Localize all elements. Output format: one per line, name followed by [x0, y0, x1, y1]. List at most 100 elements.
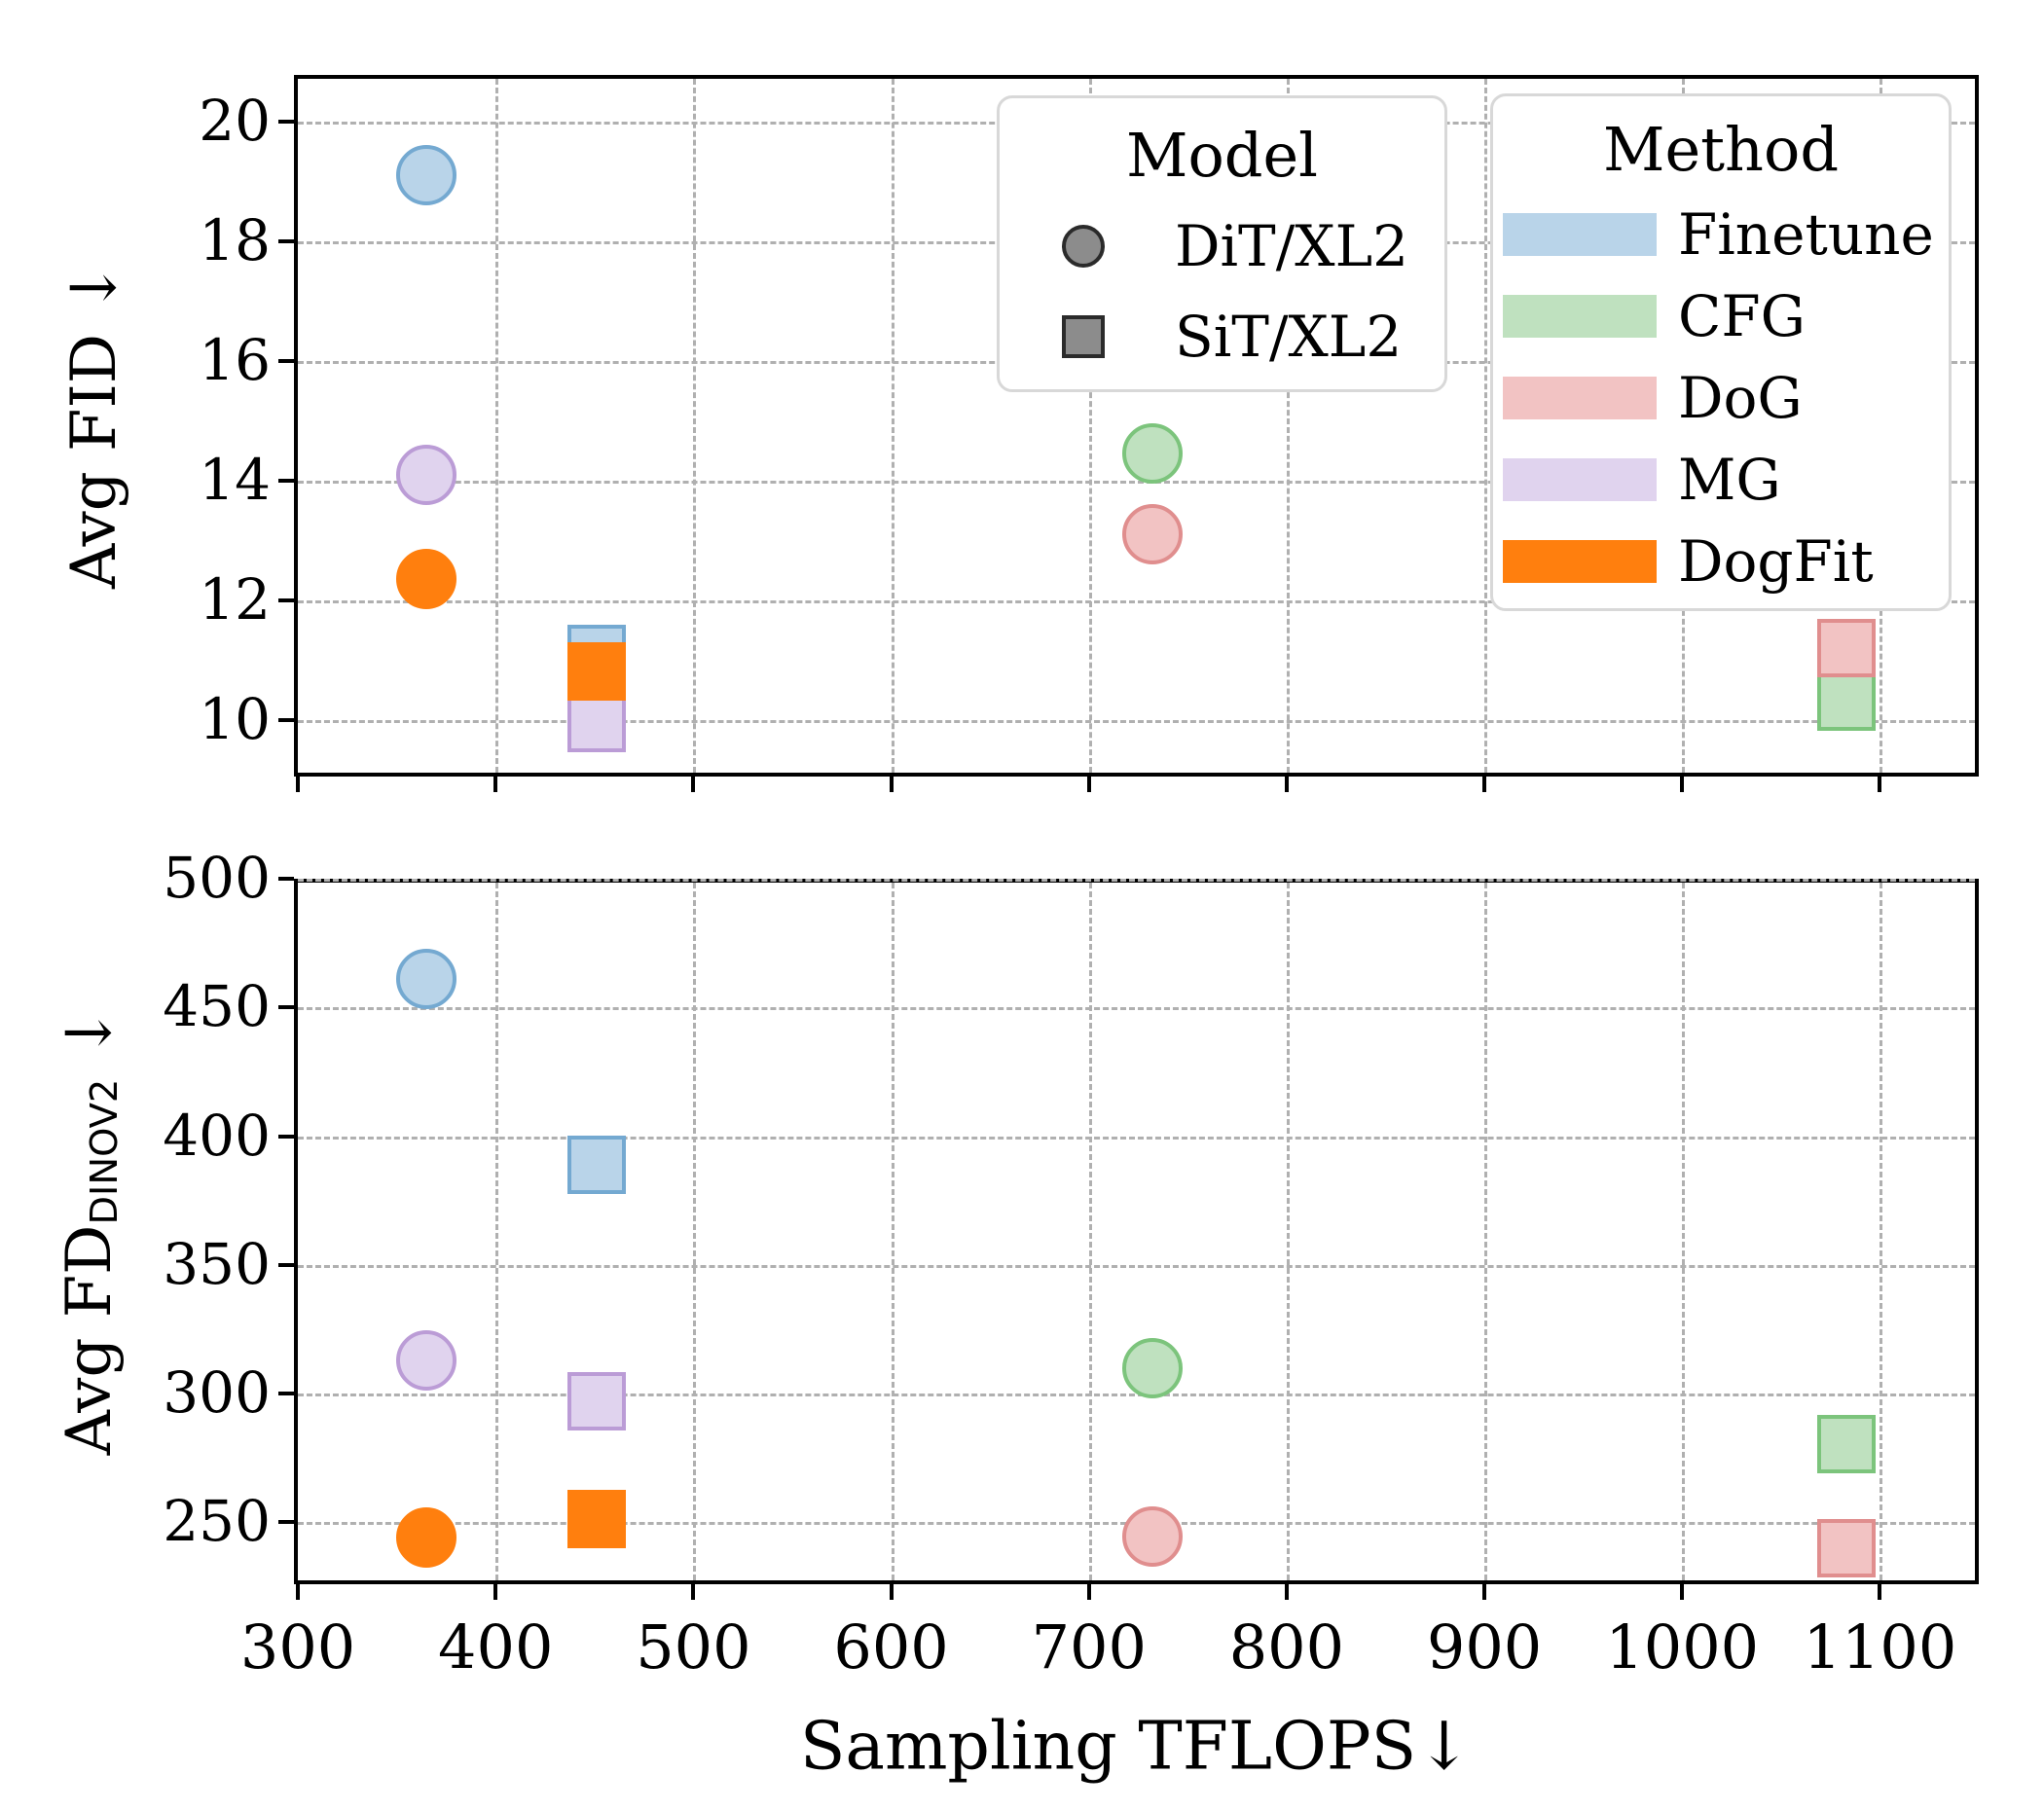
x-tick-label-1000: 1000	[1605, 1611, 1760, 1683]
x-tick-0-300	[296, 777, 301, 792]
gridline-v-800	[1286, 79, 1290, 773]
point-dogfit-sit	[566, 1489, 626, 1548]
legend-method-swatch-finetune	[1503, 213, 1657, 256]
gridline-v-400	[495, 883, 499, 1580]
y-tick-500	[278, 877, 294, 881]
point-mg-sit	[566, 693, 626, 752]
point-mg-sit	[566, 1372, 626, 1431]
y-tick-12	[278, 597, 294, 602]
point-cfg-dit	[1121, 1337, 1183, 1398]
legend-model-marker-square	[1062, 315, 1105, 358]
gridline-v-600	[891, 883, 894, 1580]
y-tick-label-18: 18	[199, 206, 271, 273]
y-tick-250	[278, 1520, 294, 1525]
x-tick-1-400	[493, 1584, 498, 1600]
gridline-h-300	[298, 1394, 1975, 1397]
point-finetune-dit	[396, 949, 457, 1010]
legend-method: Method Finetune CFG DoG MG DogFit	[1490, 93, 1952, 611]
legend-model-label-DiT/XL2: DiT/XL2	[1175, 213, 1408, 279]
point-dog-dit	[1121, 504, 1183, 565]
gridline-v-700	[1088, 79, 1092, 773]
x-tick-label-1100: 1100	[1803, 1611, 1957, 1683]
point-finetune-sit	[566, 1135, 626, 1194]
gridline-h-500	[298, 879, 1975, 882]
point-cfg-sit	[1816, 1414, 1876, 1473]
gridline-v-500	[693, 79, 697, 773]
gridline-h-450	[298, 1007, 1975, 1011]
x-tick-0-500	[691, 777, 696, 792]
bottom-plot-axes	[294, 879, 1979, 1584]
gridline-h-400	[298, 1136, 1975, 1140]
down-arrow-icon: ↓	[58, 261, 130, 314]
x-tick-1-900	[1482, 1584, 1487, 1600]
x-tick-label-300: 300	[239, 1611, 356, 1683]
legend-method-title: Method	[1602, 114, 1840, 185]
legend-model: Model DiT/XL2 SiT/XL2	[997, 95, 1447, 392]
y-tick-label-400: 400	[163, 1102, 271, 1169]
y-tick-350	[278, 1262, 294, 1267]
x-axis-label-text: Sampling TFLOPS	[799, 1708, 1417, 1786]
gridline-v-600	[891, 79, 894, 773]
gridline-v-700	[1088, 883, 1092, 1580]
x-axis-label: Sampling TFLOPS↓	[800, 1709, 1472, 1786]
legend-method-swatch-dog	[1503, 377, 1657, 419]
point-dogfit-dit	[396, 1507, 457, 1569]
x-tick-0-700	[1086, 777, 1091, 792]
y-tick-label-14: 14	[199, 446, 271, 513]
gridline-v-900	[1484, 79, 1488, 773]
legend-method-label-dogfit: DogFit	[1678, 528, 1874, 595]
x-tick-1-300	[296, 1584, 301, 1600]
top-y-axis-label-text: Avg FID	[58, 333, 130, 590]
legend-method-label-cfg: CFG	[1678, 283, 1806, 349]
legend-model-marker-circle	[1062, 225, 1105, 268]
gridline-v-1000	[1682, 883, 1686, 1580]
y-tick-label-250: 250	[163, 1488, 271, 1555]
gridline-h-350	[298, 1264, 1975, 1268]
x-tick-label-900: 900	[1426, 1611, 1543, 1683]
point-dog-dit	[1121, 1506, 1183, 1568]
gridline-v-800	[1286, 883, 1290, 1580]
point-dog-sit	[1816, 1518, 1876, 1577]
y-tick-label-16: 16	[199, 326, 271, 393]
top-y-axis-label: Avg FID ↓	[58, 262, 130, 589]
x-tick-label-400: 400	[438, 1611, 554, 1683]
x-tick-label-600: 600	[833, 1611, 949, 1683]
y-tick-label-20: 20	[199, 87, 271, 154]
y-tick-450	[278, 1005, 294, 1010]
legend-method-swatch-mg	[1503, 458, 1657, 501]
legend-method-swatch-cfg	[1503, 295, 1657, 338]
point-mg-dit	[396, 1329, 457, 1391]
gridline-v-400	[495, 79, 499, 773]
x-tick-0-1000	[1680, 777, 1685, 792]
y-tick-16	[278, 358, 294, 363]
gridline-v-500	[693, 883, 697, 1580]
y-tick-14	[278, 478, 294, 483]
point-dogfit-sit	[566, 642, 626, 702]
down-arrow-icon: ↓	[54, 1006, 126, 1060]
x-tick-0-900	[1482, 777, 1487, 792]
bottom-y-axis-label: Avg FDDINOV2 ↓	[54, 1006, 127, 1456]
x-tick-1-500	[691, 1584, 696, 1600]
x-tick-label-800: 800	[1228, 1611, 1345, 1683]
y-tick-label-350: 350	[163, 1230, 271, 1297]
y-tick-label-500: 500	[163, 845, 271, 911]
point-dog-sit	[1816, 618, 1876, 677]
x-tick-1-700	[1086, 1584, 1091, 1600]
gridline-h-12	[298, 599, 1975, 603]
y-tick-300	[278, 1392, 294, 1396]
x-tick-0-600	[889, 777, 894, 792]
y-tick-10	[278, 717, 294, 722]
point-finetune-dit	[396, 145, 457, 206]
point-cfg-dit	[1121, 423, 1183, 485]
y-tick-label-12: 12	[199, 565, 271, 633]
point-dogfit-dit	[396, 549, 457, 610]
gridline-v-1100	[1880, 883, 1883, 1580]
x-tick-1-1100	[1878, 1584, 1882, 1600]
down-arrow-icon: ↓	[1416, 1708, 1473, 1786]
x-tick-label-700: 700	[1031, 1611, 1147, 1683]
y-tick-20	[278, 119, 294, 124]
x-tick-label-500: 500	[636, 1611, 751, 1683]
y-tick-label-300: 300	[163, 1359, 271, 1427]
x-tick-0-800	[1284, 777, 1289, 792]
